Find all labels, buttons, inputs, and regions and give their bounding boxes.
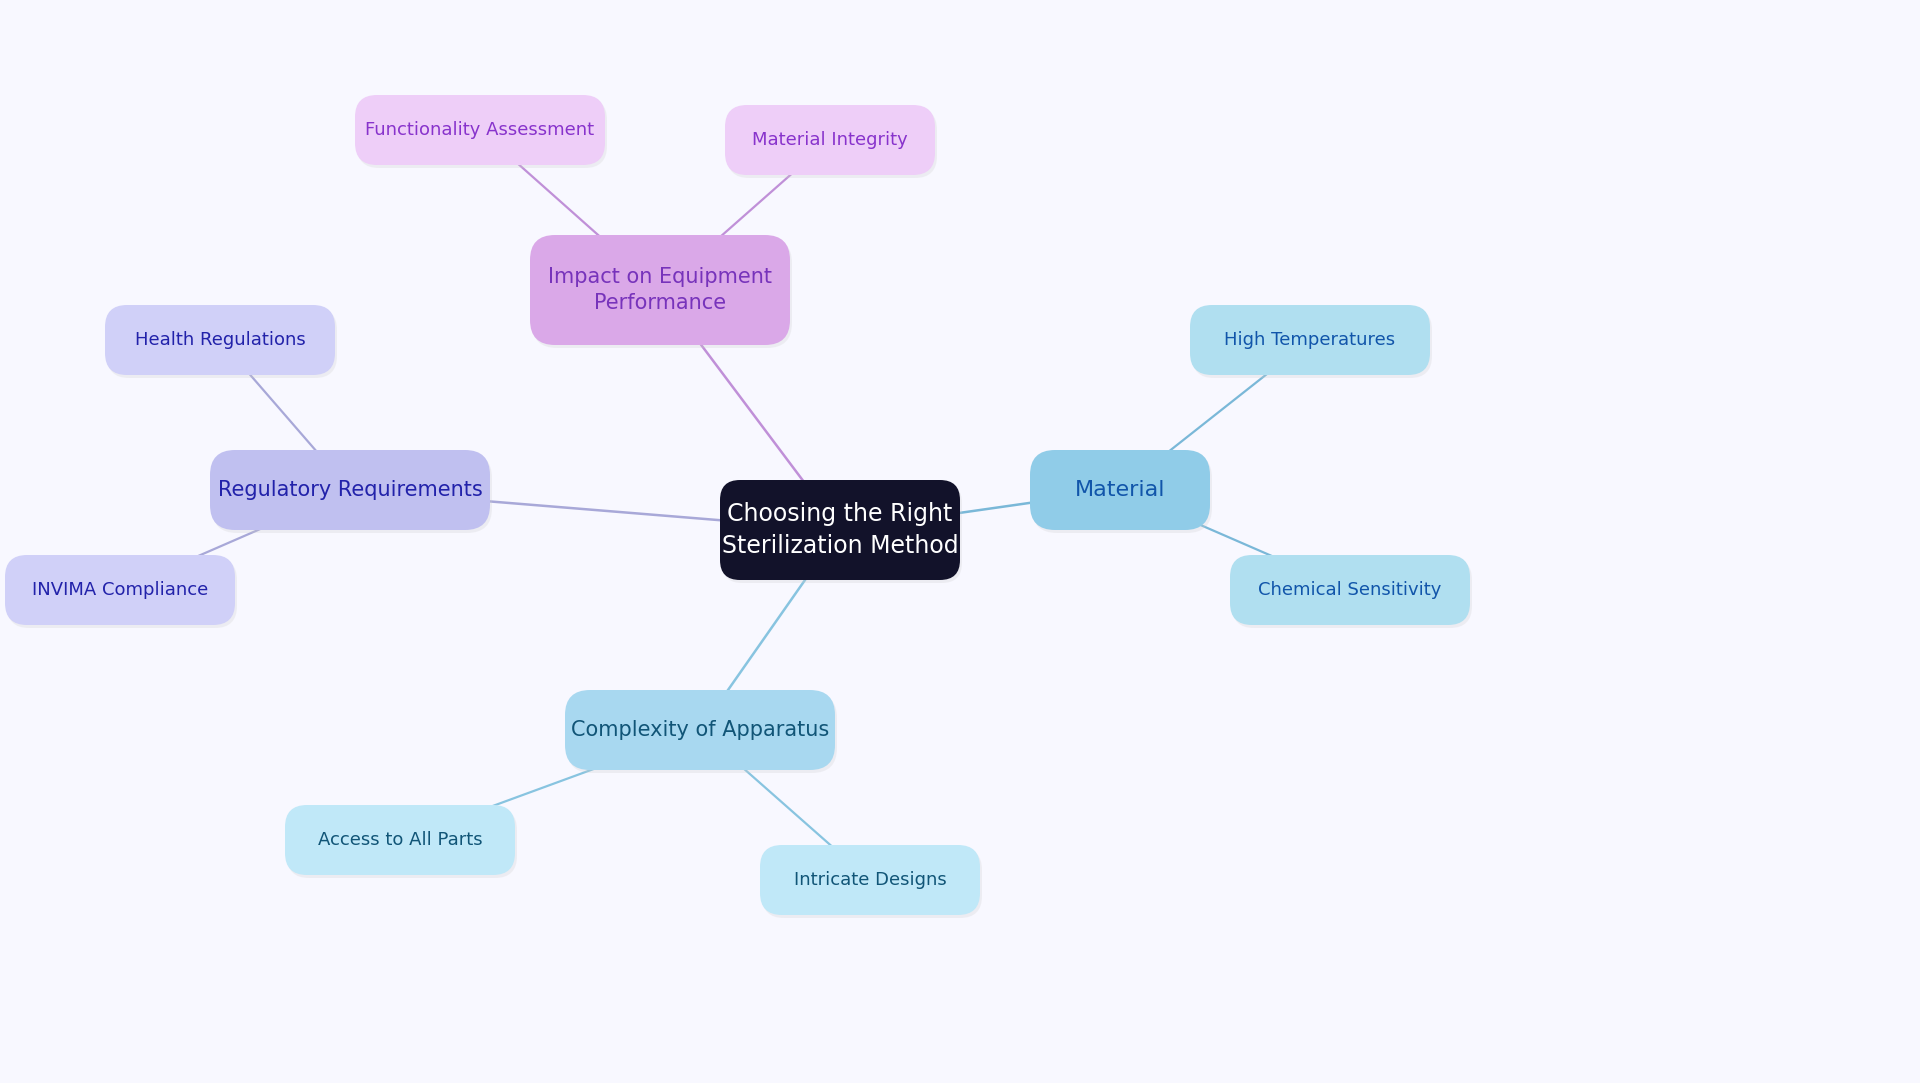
FancyBboxPatch shape [564, 690, 835, 770]
FancyBboxPatch shape [106, 305, 334, 375]
Text: Health Regulations: Health Regulations [134, 331, 305, 349]
FancyBboxPatch shape [357, 97, 607, 168]
FancyBboxPatch shape [566, 693, 837, 773]
FancyBboxPatch shape [284, 805, 515, 875]
Text: Choosing the Right
Sterilization Method: Choosing the Right Sterilization Method [722, 503, 958, 558]
Text: Material Integrity: Material Integrity [753, 131, 908, 149]
FancyBboxPatch shape [211, 453, 492, 533]
FancyBboxPatch shape [1231, 554, 1471, 625]
FancyBboxPatch shape [8, 558, 236, 628]
FancyBboxPatch shape [355, 95, 605, 165]
Text: Material: Material [1075, 480, 1165, 500]
Text: Impact on Equipment
Performance: Impact on Equipment Performance [547, 266, 772, 313]
Text: Access to All Parts: Access to All Parts [317, 831, 482, 849]
FancyBboxPatch shape [1192, 308, 1432, 378]
FancyBboxPatch shape [108, 308, 338, 378]
Text: Complexity of Apparatus: Complexity of Apparatus [570, 720, 829, 740]
FancyBboxPatch shape [286, 808, 516, 878]
FancyBboxPatch shape [728, 108, 937, 178]
FancyBboxPatch shape [720, 480, 960, 580]
FancyBboxPatch shape [530, 235, 789, 345]
FancyBboxPatch shape [726, 105, 935, 175]
Text: INVIMA Compliance: INVIMA Compliance [33, 580, 207, 599]
Text: Intricate Designs: Intricate Designs [793, 871, 947, 889]
Text: High Temperatures: High Temperatures [1225, 331, 1396, 349]
FancyBboxPatch shape [1233, 558, 1473, 628]
FancyBboxPatch shape [722, 483, 962, 583]
Text: Regulatory Requirements: Regulatory Requirements [217, 480, 482, 500]
FancyBboxPatch shape [1033, 453, 1212, 533]
FancyBboxPatch shape [1029, 451, 1210, 530]
FancyBboxPatch shape [762, 848, 981, 918]
Text: Functionality Assessment: Functionality Assessment [365, 121, 595, 139]
Text: Chemical Sensitivity: Chemical Sensitivity [1258, 580, 1442, 599]
FancyBboxPatch shape [1190, 305, 1430, 375]
FancyBboxPatch shape [760, 845, 979, 915]
FancyBboxPatch shape [532, 238, 791, 348]
FancyBboxPatch shape [6, 554, 234, 625]
FancyBboxPatch shape [209, 451, 490, 530]
